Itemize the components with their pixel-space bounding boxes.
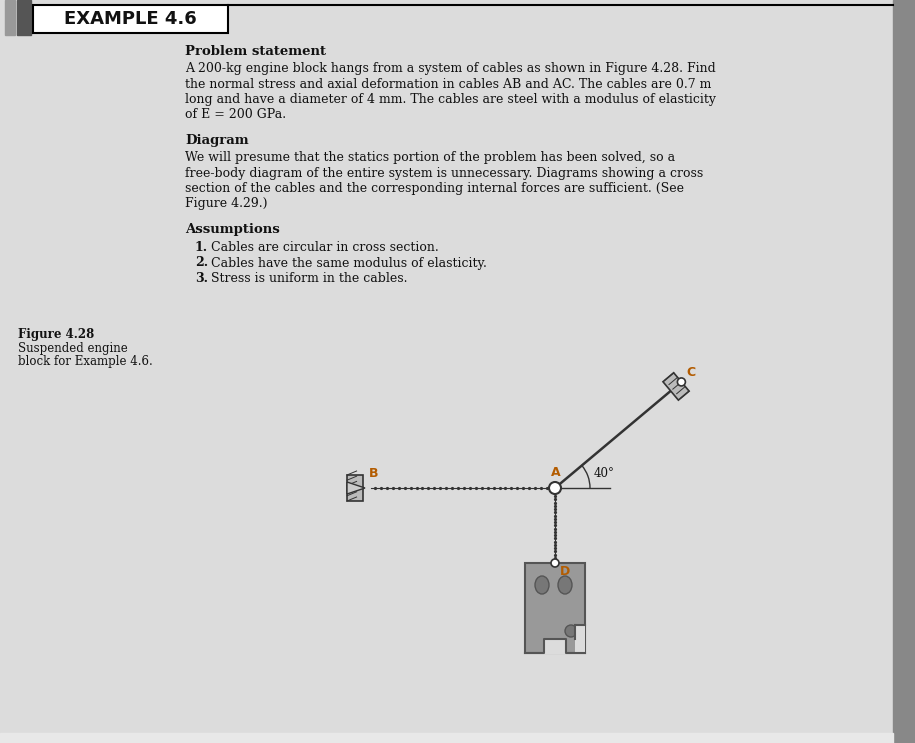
Text: EXAMPLE 4.6: EXAMPLE 4.6 bbox=[64, 10, 197, 28]
Circle shape bbox=[551, 559, 559, 567]
Text: block for Example 4.6.: block for Example 4.6. bbox=[18, 355, 153, 368]
Bar bbox=[17, 0, 31, 35]
Circle shape bbox=[549, 482, 561, 494]
Ellipse shape bbox=[535, 576, 549, 594]
Polygon shape bbox=[663, 373, 689, 400]
Bar bbox=[525, 563, 585, 653]
Bar bbox=[544, 639, 566, 654]
Text: free-body diagram of the entire system is unnecessary. Diagrams showing a cross: free-body diagram of the entire system i… bbox=[185, 166, 704, 180]
Text: Suspended engine: Suspended engine bbox=[18, 342, 128, 355]
Bar bbox=[5, 0, 15, 35]
Text: D: D bbox=[560, 565, 570, 578]
Text: the normal stress and axial deformation in cables AB and AC. The cables are 0.7 : the normal stress and axial deformation … bbox=[185, 77, 711, 91]
Text: Diagram: Diagram bbox=[185, 134, 249, 147]
Text: Assumptions: Assumptions bbox=[185, 223, 280, 236]
Text: Cables are circular in cross section.: Cables are circular in cross section. bbox=[211, 241, 439, 254]
Text: Stress is uniform in the cables.: Stress is uniform in the cables. bbox=[211, 272, 407, 285]
Text: Figure 4.28: Figure 4.28 bbox=[18, 328, 94, 341]
Bar bbox=[575, 625, 585, 653]
Circle shape bbox=[565, 625, 577, 637]
Ellipse shape bbox=[558, 576, 572, 594]
Bar bbox=[33, 5, 228, 33]
Text: Figure 4.29.): Figure 4.29.) bbox=[185, 198, 267, 210]
Text: section of the cables and the corresponding internal forces are sufficient. (See: section of the cables and the correspond… bbox=[185, 182, 684, 195]
Bar bbox=[347, 475, 363, 501]
Text: 2.: 2. bbox=[195, 256, 208, 270]
Bar bbox=[893, 0, 915, 743]
Text: 40°: 40° bbox=[594, 467, 615, 480]
Text: A: A bbox=[551, 466, 561, 479]
Text: A 200-kg engine block hangs from a system of cables as shown in Figure 4.28. Fin: A 200-kg engine block hangs from a syste… bbox=[185, 62, 716, 75]
Text: Cables have the same modulus of elasticity.: Cables have the same modulus of elastici… bbox=[211, 256, 487, 270]
Text: long and have a diameter of 4 mm. The cables are steel with a modulus of elastic: long and have a diameter of 4 mm. The ca… bbox=[185, 93, 716, 106]
Text: 1.: 1. bbox=[195, 241, 208, 254]
Circle shape bbox=[677, 378, 685, 386]
Text: 3.: 3. bbox=[195, 272, 208, 285]
Text: C: C bbox=[686, 366, 695, 379]
Polygon shape bbox=[347, 482, 365, 494]
Bar bbox=[0, 733, 893, 743]
Text: We will presume that the statics portion of the problem has been solved, so a: We will presume that the statics portion… bbox=[185, 151, 675, 164]
Text: Problem statement: Problem statement bbox=[185, 45, 326, 58]
Text: of E = 200 GPa.: of E = 200 GPa. bbox=[185, 108, 286, 122]
Text: B: B bbox=[369, 467, 379, 480]
